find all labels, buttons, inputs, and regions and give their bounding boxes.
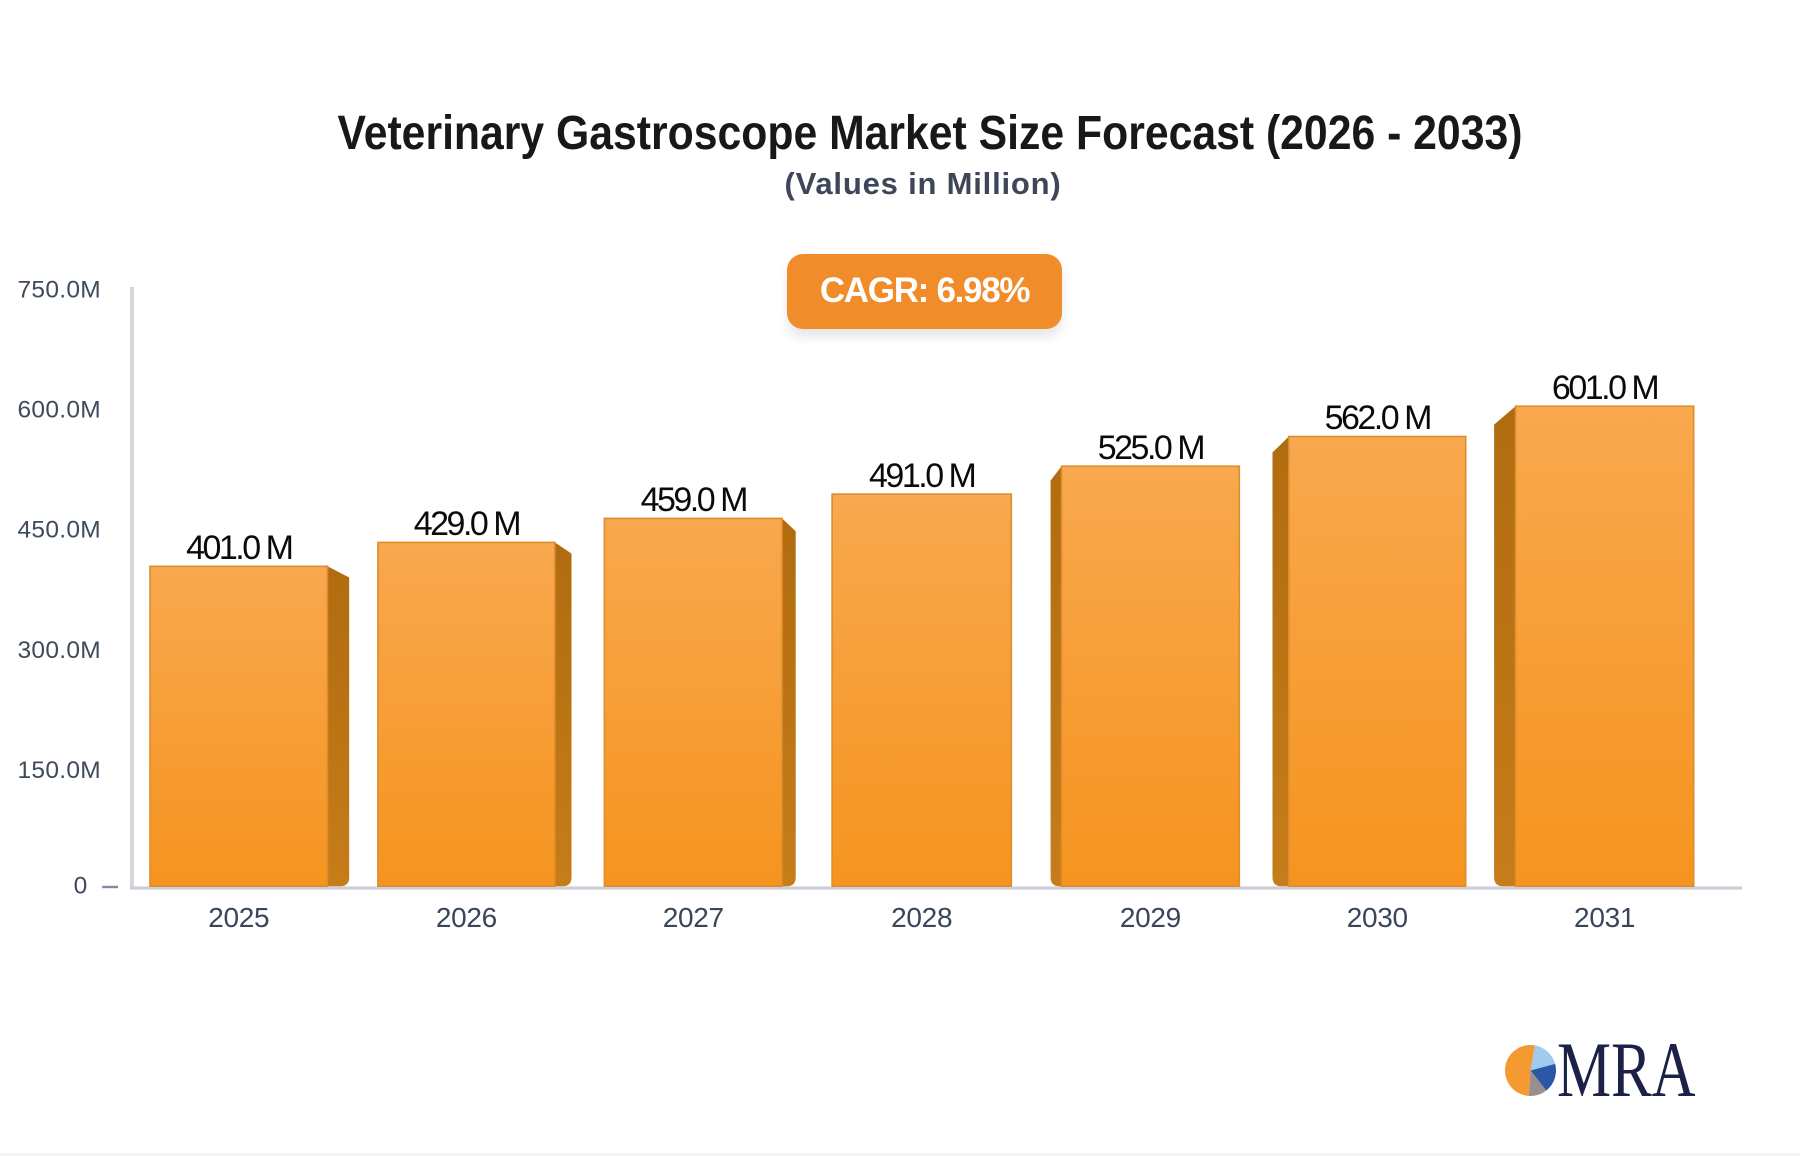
svg-text:450.0M: 450.0M: [17, 517, 101, 544]
svg-text:0: 0: [74, 873, 88, 900]
svg-text:2029: 2029: [1120, 902, 1181, 933]
svg-text:2027: 2027: [663, 902, 724, 933]
svg-text:2030: 2030: [1347, 902, 1408, 933]
svg-text:2028: 2028: [891, 902, 952, 933]
svg-text:562.0 M: 562.0 M: [1325, 399, 1431, 437]
svg-text:MRA: MRA: [1557, 1028, 1696, 1114]
svg-text:525.0 M: 525.0 M: [1098, 429, 1204, 467]
svg-text:750.0M: 750.0M: [17, 277, 101, 304]
svg-text:401.0 M: 401.0 M: [186, 529, 292, 567]
svg-text:2026: 2026: [436, 902, 497, 933]
svg-text:150.0M: 150.0M: [17, 757, 101, 784]
svg-text:459.0 M: 459.0 M: [641, 481, 747, 519]
svg-text:2031: 2031: [1574, 902, 1635, 933]
svg-text:491.0 M: 491.0 M: [869, 457, 975, 495]
svg-text:2025: 2025: [208, 902, 269, 933]
svg-text:300.0M: 300.0M: [17, 637, 101, 664]
svg-text:600.0M: 600.0M: [17, 397, 101, 424]
svg-text:601.0 M: 601.0 M: [1552, 369, 1658, 407]
svg-text:429.0 M: 429.0 M: [414, 505, 520, 543]
